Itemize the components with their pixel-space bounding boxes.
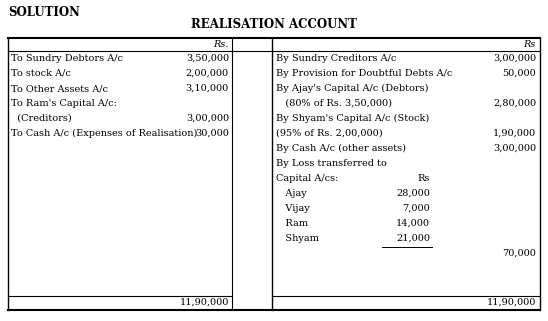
Text: To Other Assets A/c: To Other Assets A/c: [11, 84, 108, 93]
Text: 3,00,000: 3,00,000: [186, 114, 229, 123]
Text: 1,90,000: 1,90,000: [493, 129, 536, 138]
Text: 2,80,000: 2,80,000: [493, 99, 536, 108]
Text: Ram: Ram: [276, 219, 308, 228]
Text: 3,00,000: 3,00,000: [493, 144, 536, 153]
Text: 3,10,000: 3,10,000: [186, 84, 229, 93]
Text: To Ram's Capital A/c:: To Ram's Capital A/c:: [11, 99, 117, 108]
Text: (80% of Rs. 3,50,000): (80% of Rs. 3,50,000): [276, 99, 392, 108]
Text: 21,000: 21,000: [396, 234, 430, 243]
Text: To stock A/c: To stock A/c: [11, 69, 71, 78]
Text: 3,00,000: 3,00,000: [493, 54, 536, 63]
Text: To Sundry Debtors A/c: To Sundry Debtors A/c: [11, 54, 123, 63]
Text: Rs.: Rs.: [214, 40, 229, 49]
Text: 3,50,000: 3,50,000: [186, 54, 229, 63]
Text: By Ajay's Capital A/c (Debtors): By Ajay's Capital A/c (Debtors): [276, 84, 429, 93]
Text: Ajay: Ajay: [276, 189, 307, 198]
Text: 2,00,000: 2,00,000: [186, 69, 229, 78]
Text: By Sundry Creditors A/c: By Sundry Creditors A/c: [276, 54, 396, 63]
Text: By Cash A/c (other assets): By Cash A/c (other assets): [276, 144, 406, 153]
Text: To Cash A/c (Expenses of Realisation): To Cash A/c (Expenses of Realisation): [11, 129, 197, 138]
Text: (Creditors): (Creditors): [11, 114, 72, 123]
Text: 50,000: 50,000: [503, 69, 536, 78]
Text: Vijay: Vijay: [276, 204, 310, 213]
Text: Shyam: Shyam: [276, 234, 319, 243]
Text: 11,90,000: 11,90,000: [487, 298, 536, 307]
Text: (95% of Rs. 2,00,000): (95% of Rs. 2,00,000): [276, 129, 383, 138]
Text: REALISATION ACCOUNT: REALISATION ACCOUNT: [191, 18, 357, 31]
Text: By Loss transferred to: By Loss transferred to: [276, 159, 387, 168]
Text: Capital A/cs:: Capital A/cs:: [276, 174, 338, 183]
Text: 30,000: 30,000: [195, 129, 229, 138]
Text: 14,000: 14,000: [396, 219, 430, 228]
Text: 70,000: 70,000: [502, 249, 536, 258]
Text: SOLUTION: SOLUTION: [8, 6, 80, 19]
Text: By Shyam's Capital A/c (Stock): By Shyam's Capital A/c (Stock): [276, 114, 429, 123]
Text: 28,000: 28,000: [396, 189, 430, 198]
Text: By Provision for Doubtful Debts A/c: By Provision for Doubtful Debts A/c: [276, 69, 453, 78]
Text: Rs: Rs: [524, 40, 536, 49]
Text: 11,90,000: 11,90,000: [180, 298, 229, 307]
Text: 7,000: 7,000: [402, 204, 430, 213]
Text: Rs: Rs: [418, 174, 430, 183]
